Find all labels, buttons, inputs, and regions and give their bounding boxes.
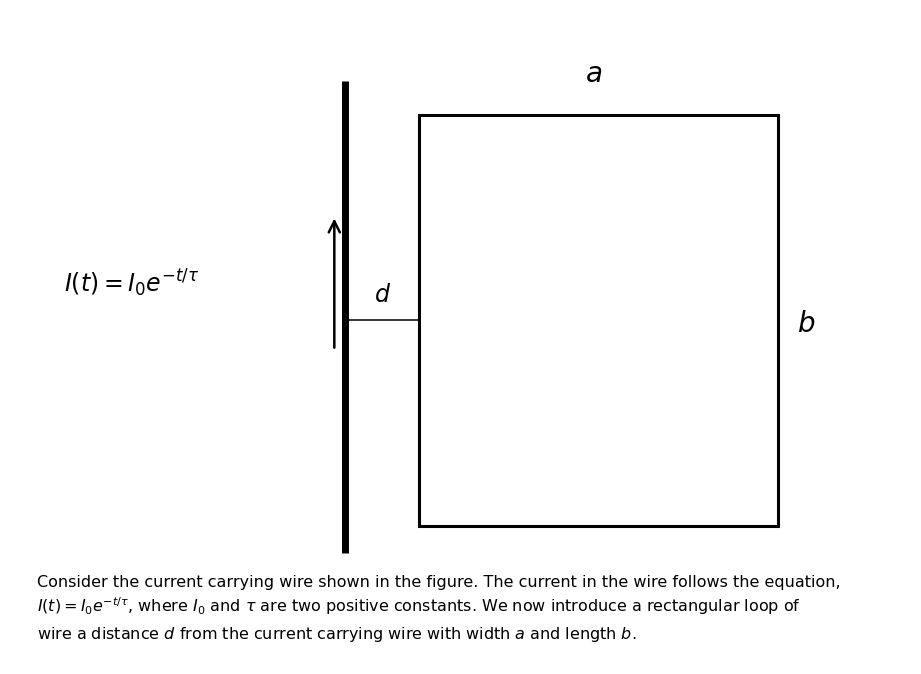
Text: $d$: $d$ bbox=[374, 282, 391, 307]
Text: $I(t) = I_0e^{-t/\tau}$, where $I_0$ and $\tau$ are two positive constants. We n: $I(t) = I_0e^{-t/\tau}$, where $I_0$ and… bbox=[37, 595, 800, 617]
Text: wire a distance $d$ from the current carrying wire with width $a$ and length $b$: wire a distance $d$ from the current car… bbox=[37, 625, 636, 644]
Text: Consider the current carrying wire shown in the figure. The current in the wire : Consider the current carrying wire shown… bbox=[37, 575, 841, 590]
Text: $a$: $a$ bbox=[586, 59, 602, 88]
Text: $I(t) = I_0e^{-t/\tau}$: $I(t) = I_0e^{-t/\tau}$ bbox=[64, 268, 200, 299]
Text: $b$: $b$ bbox=[797, 309, 815, 338]
